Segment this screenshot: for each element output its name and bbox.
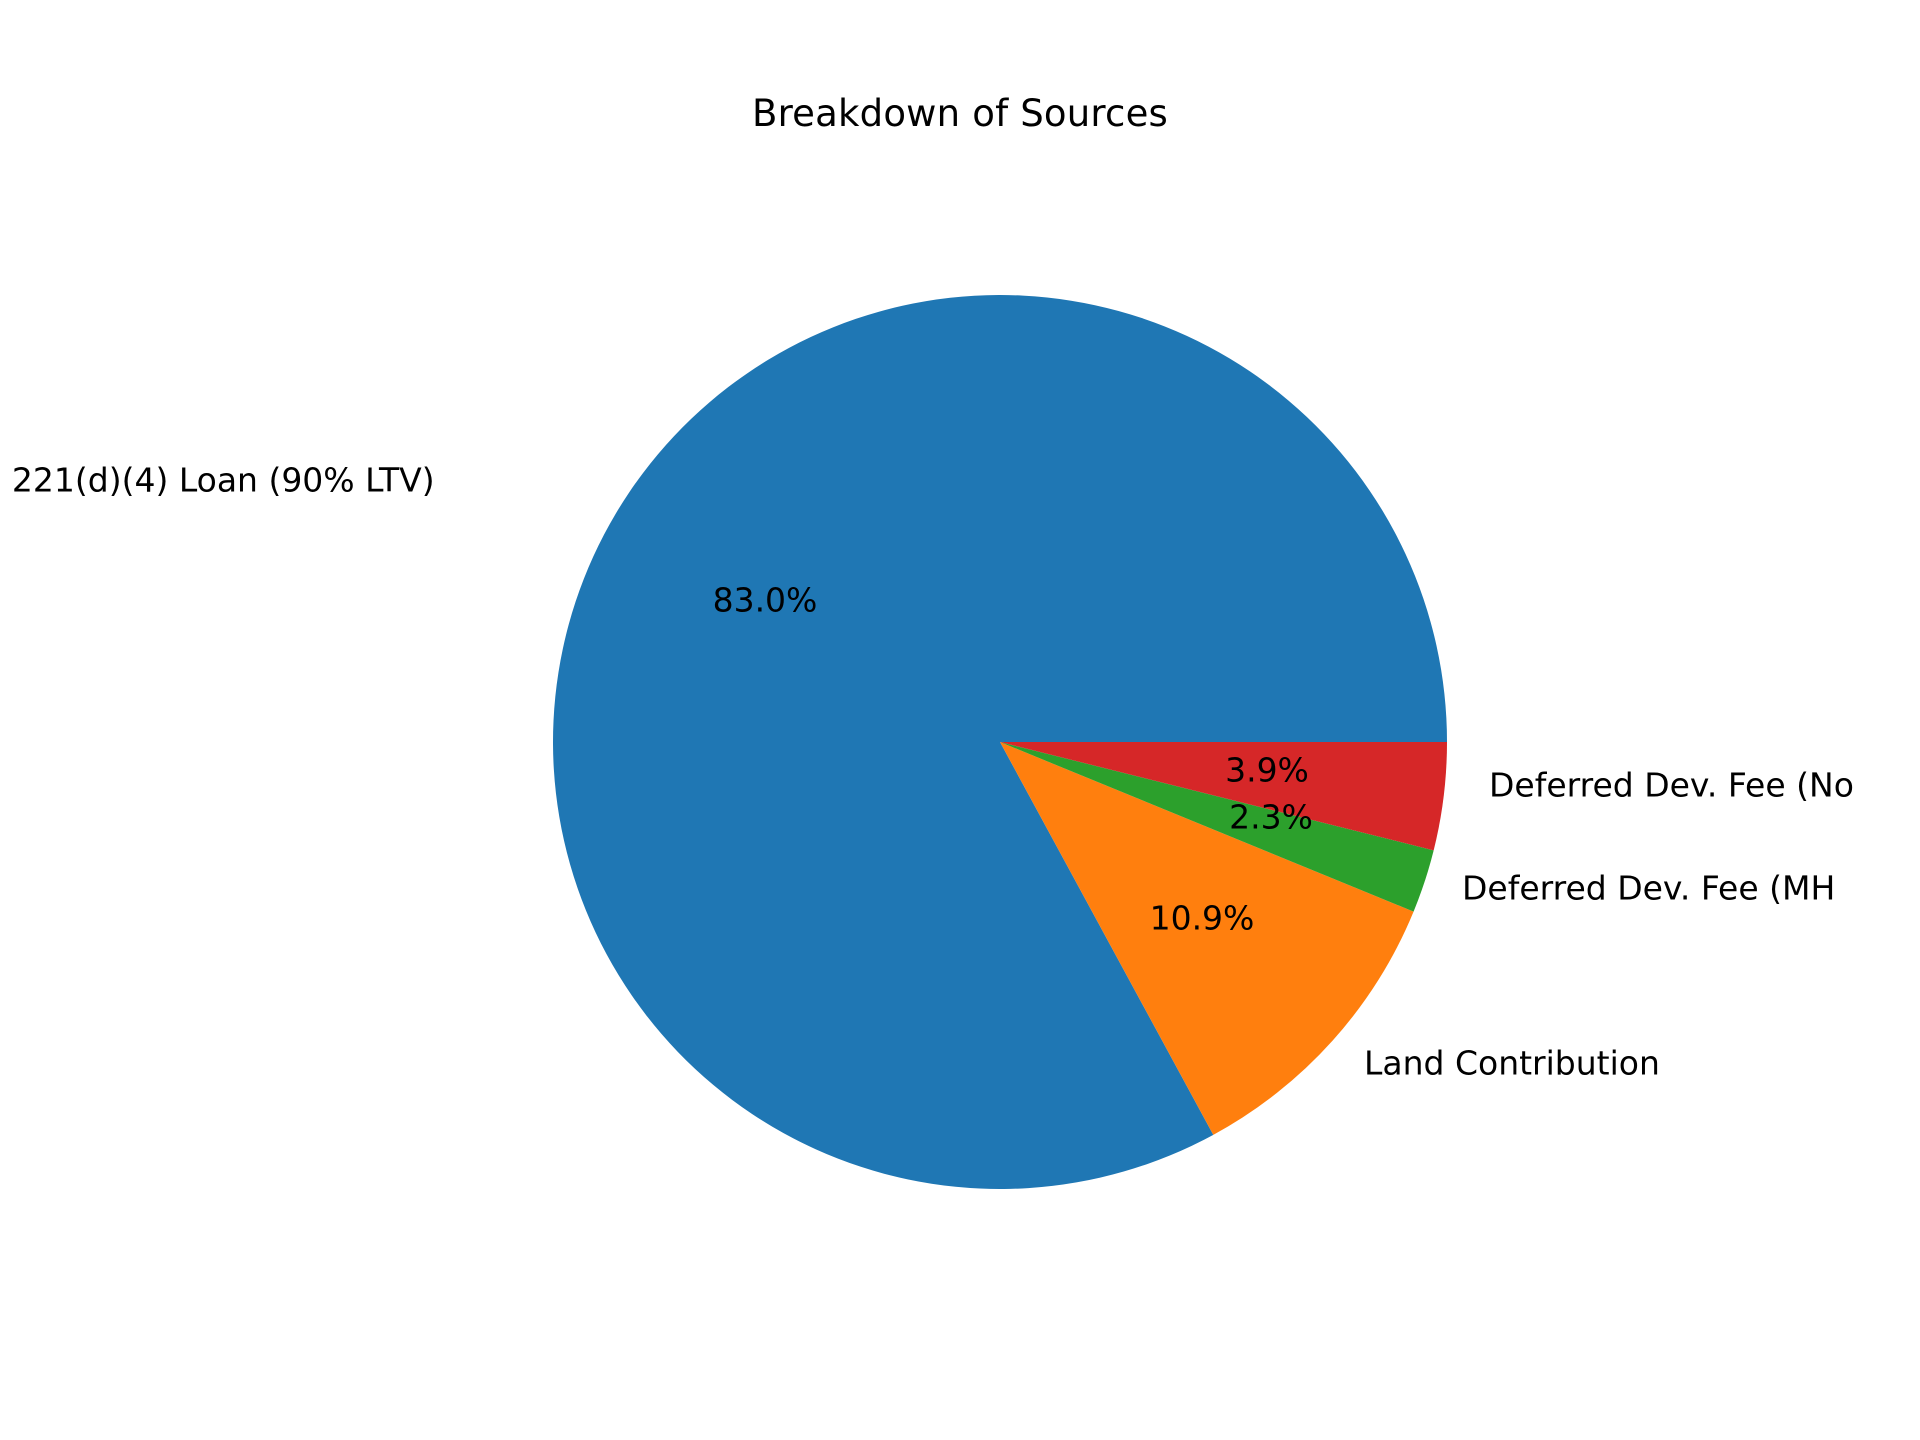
slice-percent-hud: 83.0% bbox=[712, 580, 818, 620]
slice-percent-land: 10.9% bbox=[1149, 898, 1255, 938]
pie-slice-3[interactable] bbox=[1000, 742, 1447, 851]
slice-percent-deferred-mh: 2.3% bbox=[1229, 797, 1313, 837]
slice-label-hud: D 221(d)(4) Loan (90% LTV) bbox=[0, 460, 435, 500]
pie-slice-2[interactable] bbox=[1000, 742, 1434, 912]
slice-percent-deferred-nonmh: 3.9% bbox=[1225, 750, 1309, 790]
slice-label-deferred-nonmh: Deferred Dev. Fee (No bbox=[1489, 765, 1854, 805]
slice-label-deferred-mh: Deferred Dev. Fee (MH bbox=[1462, 868, 1836, 908]
pie-slice-1[interactable] bbox=[1000, 742, 1414, 1135]
page-title: Breakdown of Sources bbox=[751, 92, 1169, 135]
pie-wedge-group bbox=[553, 295, 1447, 1189]
slice-label-land: Land Contribution bbox=[1364, 1043, 1660, 1083]
